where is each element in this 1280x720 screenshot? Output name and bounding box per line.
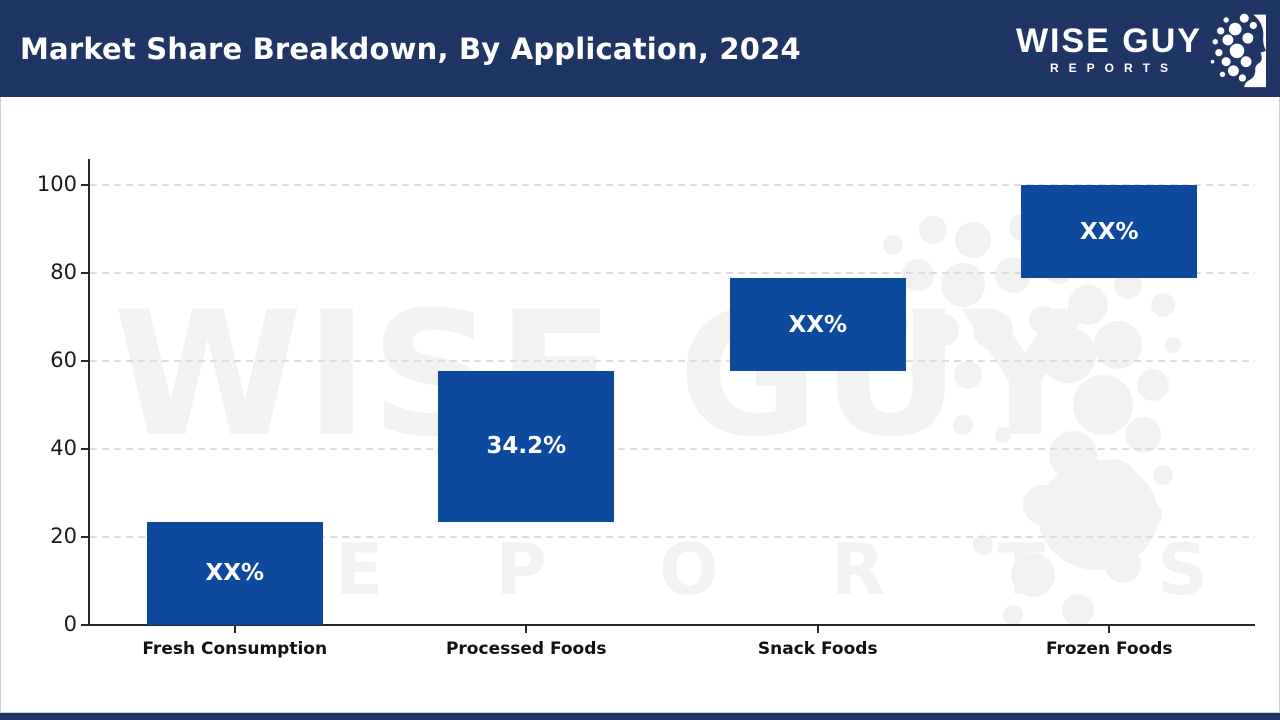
category-label: Snack Foods	[757, 639, 878, 659]
bar-segment: XX%	[1021, 185, 1198, 279]
gridline	[90, 536, 1255, 538]
bar-segment: XX%	[146, 521, 323, 625]
chart-area: WISE GUY R E P O R T S 0 20 40 60 80 100 Fresh…	[0, 97, 1280, 713]
y-axis	[88, 159, 90, 626]
brand-name: WISE GUY	[1015, 21, 1202, 60]
y-tick-label: 20	[50, 524, 77, 548]
brand-logo: WISE GUY REPORTS	[1016, 9, 1280, 89]
gridline	[90, 272, 1255, 274]
gridline	[90, 448, 1255, 450]
header-bar: Market Share Breakdown, By Application, …	[0, 0, 1280, 97]
y-tick-label: 80	[50, 260, 77, 284]
category-label: Processed Foods	[445, 639, 607, 659]
y-tick-mark	[81, 272, 89, 274]
y-tick-mark	[81, 184, 89, 186]
bar-value-label: XX%	[1079, 218, 1139, 245]
category-label: Fresh Consumption	[142, 639, 328, 659]
bar-segment: 34.2%	[438, 371, 615, 522]
x-axis	[84, 624, 1255, 626]
page-title: Market Share Breakdown, By Application, …	[20, 31, 801, 66]
x-tick-mark	[233, 626, 236, 633]
dotted-head-icon	[1210, 13, 1266, 87]
footer-bar	[0, 713, 1280, 720]
brand-logo-text: WISE GUY REPORTS	[1016, 24, 1202, 74]
y-tick-label: 100	[36, 172, 77, 196]
watermark-dotted-head	[872, 215, 1181, 626]
brand-subname: REPORTS	[1049, 60, 1178, 75]
y-tick-mark	[81, 360, 89, 362]
y-tick-mark	[81, 536, 89, 538]
y-tick-mark	[81, 624, 89, 626]
category-label: Frozen Foods	[1045, 639, 1173, 659]
x-tick-mark	[816, 626, 819, 633]
gridline	[90, 360, 1255, 362]
y-tick-label: 60	[50, 348, 77, 372]
bar-segment: XX%	[729, 278, 906, 372]
y-tick-label: 40	[50, 436, 77, 460]
x-tick-mark	[1108, 626, 1111, 633]
x-tick-mark	[525, 626, 528, 633]
y-tick-mark	[81, 448, 89, 450]
y-tick-label: 0	[63, 612, 77, 636]
bar-value-label: XX%	[205, 560, 264, 587]
bar-value-label: XX%	[788, 311, 847, 338]
gridline	[90, 184, 1255, 186]
bar-value-label: 34.2%	[486, 433, 567, 460]
